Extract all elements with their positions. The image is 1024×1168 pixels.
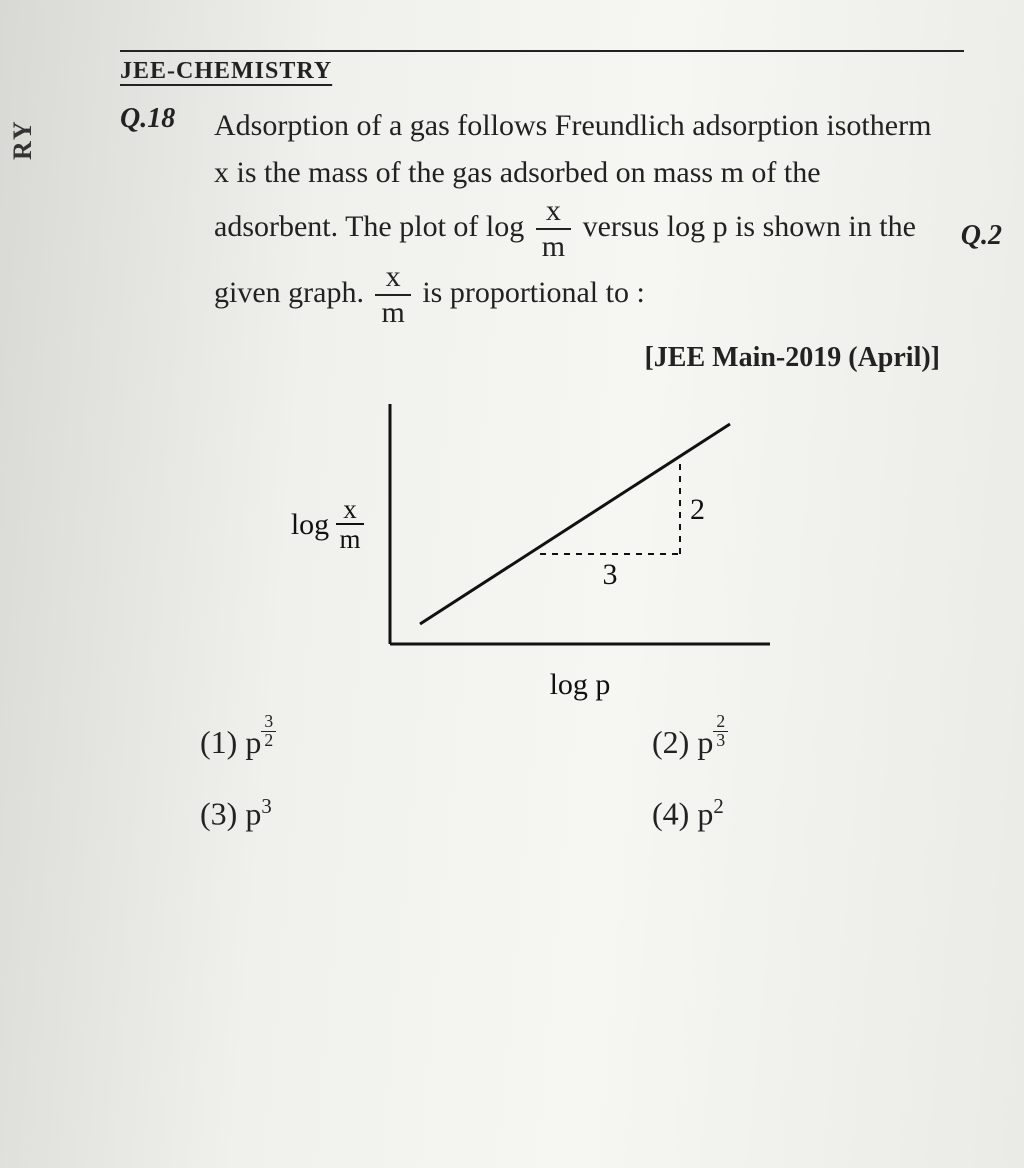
option-base: p	[245, 796, 261, 832]
option-base: p	[245, 724, 261, 760]
fraction-num: x	[375, 262, 410, 296]
option-label: (1)	[200, 724, 237, 760]
option-1: (1) p32	[200, 724, 512, 761]
exp-den: 3	[713, 732, 728, 750]
question-number: Q.18	[120, 103, 190, 135]
gutter-label: RY	[8, 119, 38, 160]
option-2: (2) p23	[652, 724, 964, 761]
option-label: (2)	[652, 724, 689, 760]
option-exponent-frac: 32	[261, 713, 276, 749]
option-exponent: 3	[261, 795, 271, 818]
option-label: (4)	[652, 796, 689, 832]
source-tag: [JEE Main-2019 (April)]	[120, 342, 940, 374]
option-4: (4) p2	[652, 795, 964, 833]
svg-text:m: m	[339, 524, 360, 554]
options-grid: (1) p32 (2) p23 (3) p3 (4) p2	[200, 724, 964, 833]
fraction-x-over-m-2: x m	[375, 262, 410, 328]
fraction-x-over-m-1: x m	[536, 196, 571, 262]
question-text: Adsorption of a gas follows Freundlich a…	[214, 103, 934, 328]
rule-top	[120, 50, 964, 52]
svg-text:log: log	[291, 508, 329, 541]
fraction-num: x	[536, 196, 571, 230]
fraction-den: m	[536, 230, 571, 262]
fraction-den: m	[375, 296, 410, 328]
next-question-peek: Q.2	[961, 220, 1002, 252]
option-base: p	[697, 724, 713, 760]
option-label: (3)	[200, 796, 237, 832]
option-base: p	[697, 796, 713, 832]
svg-text:2: 2	[690, 493, 705, 526]
option-exponent-frac: 23	[713, 713, 728, 749]
page: RY JEE-CHEMISTRY Q.18 Adsorption of a ga…	[0, 0, 1024, 1168]
svg-text:x: x	[343, 494, 357, 524]
option-exponent: 2	[713, 795, 723, 818]
exp-den: 2	[261, 732, 276, 750]
svg-text:3: 3	[603, 558, 618, 591]
question-block: Q.18 Adsorption of a gas follows Freundl…	[120, 103, 964, 328]
subject-heading: JEE-CHEMISTRY	[120, 58, 964, 85]
question-part-3: is proportional to :	[422, 276, 644, 309]
graph-svg: 32log plogxm	[300, 384, 820, 704]
svg-text:log p: log p	[550, 668, 611, 701]
option-3: (3) p3	[200, 795, 512, 833]
graph: 32log plogxm	[300, 384, 820, 704]
